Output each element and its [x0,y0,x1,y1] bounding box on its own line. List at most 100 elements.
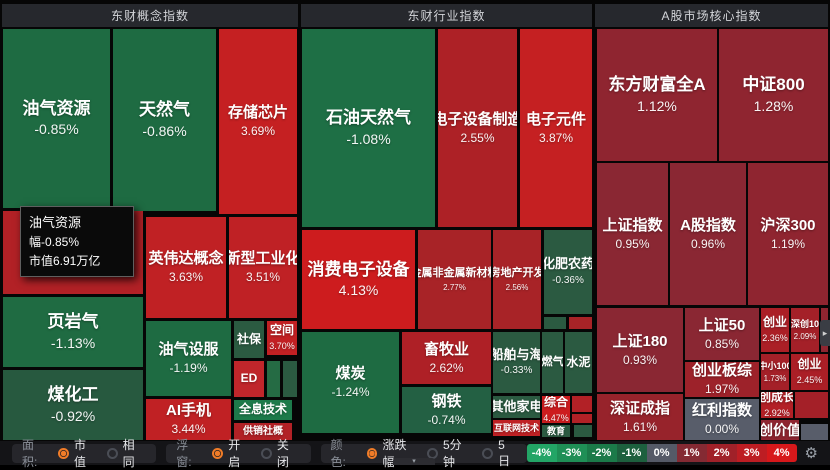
treemap-tile[interactable]: 互联网技术 [493,420,540,436]
treemap-tile[interactable]: 金属非金属新材料 2.77% [418,230,491,329]
collapse-toolbar-tab[interactable]: ▾ [393,458,435,465]
radio-option-label: 5日 [498,437,511,468]
treemap-tile[interactable]: 其他家电 [493,396,540,418]
scroll-right-arrow-icon[interactable]: ▸ [820,320,830,346]
scale-segment: -2% [586,444,617,462]
treemap-tile[interactable]: A股指数 0.96% [670,163,746,305]
treemap-tile[interactable]: 化肥农药 -0.36% [544,230,592,314]
scale-segment: 4% [766,444,797,462]
treemap-tile[interactable]: 红利指数 0.00% [685,399,759,440]
treemap-tile[interactable]: 创价值 [761,420,799,440]
treemap-tile[interactable]: 中证800 1.28% [719,29,828,161]
tile-value: 4.47% [543,412,569,423]
treemap-tile[interactable]: 沪深300 1.19% [748,163,828,305]
treemap-tile[interactable]: 深创10 2.09% [791,308,819,352]
tile-value: 2.77% [443,282,466,292]
treemap-tile[interactable] [572,396,592,412]
tooltip-change: 幅-0.85% [29,235,80,250]
tile-value: 2.55% [460,130,495,145]
treemap-tile[interactable]: 供销社概 [234,423,292,440]
treemap-tile[interactable]: 油气资源 -0.85% [3,29,110,208]
tile-label: 燃气 [542,356,563,369]
tile-label: 水泥 [566,354,591,369]
tile-value: 2.56% [505,282,529,292]
treemap-tile[interactable]: 上证指数 0.95% [597,163,668,305]
tile-label: 东方财富全A [608,75,706,95]
tile-label: 电子元件 [525,110,586,128]
treemap-tile[interactable]: 创业 2.45% [791,354,828,390]
treemap-tile[interactable]: 上证50 0.85% [685,308,759,360]
treemap-tile[interactable]: 房地产开发 2.56% [493,230,541,329]
radio-unselected-icon [260,447,272,459]
treemap-tile[interactable]: 燃气 [542,332,563,393]
settings-gear-icon[interactable]: ⚙ [804,444,818,462]
treemap-tile[interactable] [283,361,297,397]
tile-label: 化肥农药 [544,256,592,272]
treemap-tile[interactable] [544,317,566,329]
tile-value: 0.00% [704,422,740,437]
treemap-tile[interactable]: 畜牧业 2.62% [402,332,491,384]
treemap-tile[interactable]: 石油天然气 -1.08% [302,29,435,227]
treemap-tile[interactable]: 页岩气 -1.13% [3,297,143,367]
treemap-tile[interactable]: AI手机 3.44% [146,399,231,440]
treemap-tile[interactable] [569,317,592,329]
radio-selected-icon [58,447,69,459]
treemap-tile[interactable]: 东方财富全A 1.12% [597,29,717,161]
tile-value: 1.61% [622,419,658,434]
tile-label: 消费电子设备 [307,259,410,279]
radio-option[interactable]: 5日 [482,438,516,469]
scale-segment: -3% [556,444,587,462]
treemap-tile[interactable]: 综合 4.47% [542,396,570,423]
treemap-tile[interactable]: 新型工业化 3.51% [229,217,297,318]
treemap-tile[interactable]: 创成长 2.92% [761,392,793,418]
treemap-tile[interactable] [801,424,828,440]
tile-label: 煤炭 [335,365,366,383]
tile-label: 沪深300 [760,216,816,234]
tile-value: -1.24% [331,385,370,400]
treemap-tile[interactable] [795,392,828,418]
tile-value: 3.87% [538,130,574,145]
treemap-tile[interactable]: 水泥 [565,332,592,393]
treemap-tile[interactable] [572,414,592,423]
treemap-tile[interactable]: 油气设服 -1.19% [146,321,231,396]
treemap-tile[interactable]: 电子元件 3.87% [520,29,592,227]
tile-label: 船舶与海 [493,346,540,362]
scale-segment: -4% [526,444,557,462]
treemap-tile[interactable]: 空间 3.70% [267,321,297,355]
treemap-tile[interactable]: 中小100 1.73% [761,354,789,390]
treemap-tile[interactable]: 英伟达概念 3.63% [146,217,226,318]
scale-segment: 1% [676,444,707,462]
tile-value: 0.85% [704,336,740,351]
treemap-tile[interactable]: ED [234,361,264,397]
tile-label: 煤化工 [47,385,99,405]
treemap-tile[interactable]: 钢铁 -0.74% [402,387,491,433]
treemap-tile[interactable] [574,425,592,437]
treemap-tile[interactable]: 消费电子设备 4.13% [302,230,415,329]
treemap-tile[interactable]: 创业 2.36% [761,308,789,352]
treemap-tile[interactable] [267,361,280,397]
tile-label: 新型工业化 [229,250,297,268]
treemap-tile[interactable]: 全息技术 [234,400,292,420]
tile-label: A股指数 [680,216,736,234]
tile-label: 房地产开发 [493,266,541,279]
tile-value: -0.92% [50,407,96,424]
tile-label: 英伟达概念 [148,250,224,268]
treemap-tile[interactable]: 社保 [234,321,264,358]
tile-label: 上证50 [698,316,746,334]
treemap-tile[interactable]: 船舶与海 -0.33% [493,332,540,393]
treemap-tile[interactable]: 煤炭 -1.24% [302,332,399,433]
treemap-tile[interactable]: 煤化工 -0.92% [3,370,143,440]
treemap-tile[interactable]: 天然气 -0.86% [113,29,216,211]
tile-value: 3.44% [171,422,206,437]
treemap-tile[interactable]: 存储芯片 3.69% [219,29,297,214]
treemap-tile[interactable]: 深证成指 1.61% [597,394,683,440]
treemap-tile[interactable]: 上证180 0.93% [597,308,683,392]
tile-value: 3.70% [269,341,295,351]
toolbar-group: 面积: 市值 相同 [12,438,157,469]
tile-label: 页岩气 [47,312,99,332]
treemap-tile[interactable]: 创业板综 1.97% [685,362,759,397]
treemap-tile[interactable]: 教育 [542,425,570,437]
treemap-tile[interactable]: 电子设备制造 2.55% [438,29,517,227]
tile-label: 社保 [236,331,261,346]
scale-segment: 3% [736,444,767,462]
